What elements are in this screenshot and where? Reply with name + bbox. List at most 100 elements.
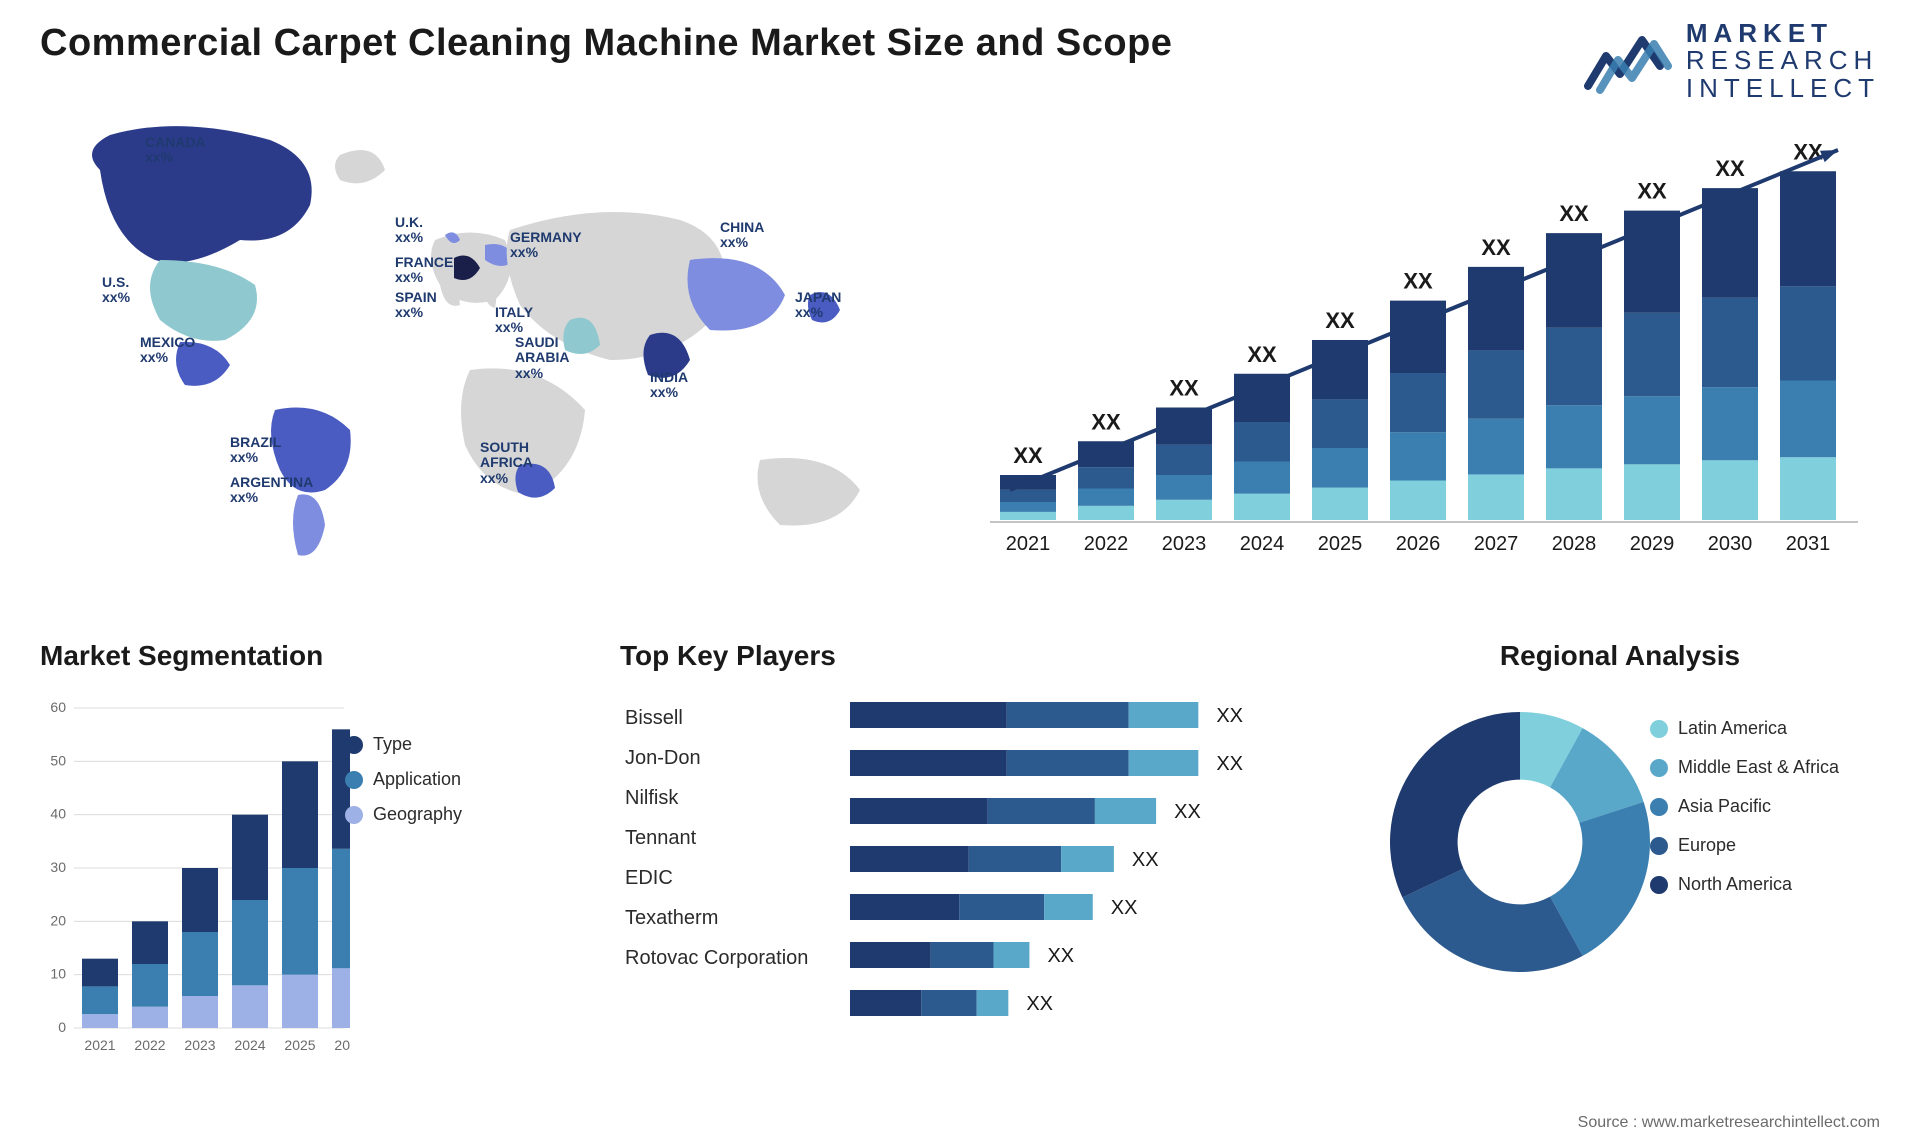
legend-swatch-icon <box>1650 759 1668 777</box>
svg-text:XX: XX <box>1026 993 1053 1015</box>
legend-label: Geography <box>373 804 462 825</box>
legend-item: Asia Pacific <box>1650 796 1890 817</box>
player-name: Tennant <box>625 826 835 850</box>
legend-swatch-icon <box>1650 837 1668 855</box>
legend-item: Europe <box>1650 835 1890 856</box>
legend-label: Europe <box>1678 835 1736 856</box>
svg-text:XX: XX <box>1174 801 1201 823</box>
svg-text:2026: 2026 <box>334 1037 350 1053</box>
legend-label: Middle East & Africa <box>1678 757 1839 778</box>
map-label: SPAINxx% <box>395 290 437 321</box>
world-map: CANADAxx% U.S.xx% MEXICOxx% BRAZILxx% ARGENT… <box>40 110 960 580</box>
svg-text:XX: XX <box>1325 308 1355 333</box>
svg-text:2028: 2028 <box>1552 533 1597 555</box>
legend-label: Application <box>373 769 461 790</box>
svg-text:XX: XX <box>1559 201 1589 226</box>
svg-text:30: 30 <box>50 859 66 875</box>
legend-item: Application <box>345 769 545 790</box>
key-players-title: Top Key Players <box>620 640 1380 672</box>
logo-text: MARKET RESEARCH INTELLECT <box>1686 20 1880 102</box>
player-name: Nilfisk <box>625 786 835 810</box>
svg-text:20: 20 <box>50 912 66 928</box>
svg-text:2024: 2024 <box>234 1037 265 1053</box>
svg-text:2022: 2022 <box>134 1037 165 1053</box>
svg-text:2024: 2024 <box>1240 533 1285 555</box>
svg-text:2027: 2027 <box>1474 533 1519 555</box>
legend-swatch-icon <box>345 771 363 789</box>
map-label: ARGENTINAxx% <box>230 475 313 506</box>
svg-text:2029: 2029 <box>1630 533 1675 555</box>
svg-text:2022: 2022 <box>1084 533 1129 555</box>
svg-text:XX: XX <box>1403 269 1433 294</box>
svg-text:XX: XX <box>1247 342 1277 367</box>
svg-text:2030: 2030 <box>1708 533 1753 555</box>
svg-text:2031: 2031 <box>1786 533 1831 555</box>
map-label: U.K.xx% <box>395 215 423 246</box>
player-name: EDIC <box>625 866 835 890</box>
map-label: U.S.xx% <box>102 275 130 306</box>
page-root: Commercial Carpet Cleaning Machine Marke… <box>0 0 1920 1146</box>
svg-text:XX: XX <box>1111 897 1138 919</box>
key-players-chart-svg: XXXXXXXXXXXXXX <box>850 690 1330 1070</box>
legend-swatch-icon <box>345 806 363 824</box>
legend-label: North America <box>1678 874 1792 895</box>
svg-text:60: 60 <box>50 699 66 715</box>
map-label: CHINAxx% <box>720 220 764 251</box>
logo-mark-icon <box>1584 26 1672 96</box>
regional-title: Regional Analysis <box>1350 640 1890 672</box>
svg-text:XX: XX <box>1216 753 1243 775</box>
svg-text:XX: XX <box>1091 409 1121 434</box>
key-players-chart: XXXXXXXXXXXXXX <box>850 690 1330 1070</box>
svg-text:XX: XX <box>1132 849 1159 871</box>
map-label: GERMANYxx% <box>510 230 582 261</box>
regional-donut-svg <box>1370 692 1670 992</box>
logo-line3: INTELLECT <box>1686 75 1880 102</box>
svg-text:40: 40 <box>50 806 66 822</box>
regional-legend: Latin America Middle East & Africa Asia Pa… <box>1650 700 1890 913</box>
map-label: FRANCExx% <box>395 255 453 286</box>
map-label: SAUDIARABIAxx% <box>515 335 569 381</box>
legend-label: Type <box>373 734 412 755</box>
legend-swatch-icon <box>1650 876 1668 894</box>
legend-swatch-icon <box>1650 720 1668 738</box>
legend-item: Latin America <box>1650 718 1890 739</box>
segmentation-chart-svg: 0102030405060202120222023202420252026 <box>40 678 350 1058</box>
player-name: Rotovac Corporation <box>625 946 835 970</box>
map-label: ITALYxx% <box>495 305 533 336</box>
map-label: BRAZILxx% <box>230 435 281 466</box>
svg-text:10: 10 <box>50 966 66 982</box>
legend-item: Type <box>345 734 545 755</box>
svg-text:2021: 2021 <box>84 1037 115 1053</box>
svg-text:XX: XX <box>1013 443 1043 468</box>
player-name: Bissell <box>625 706 835 730</box>
svg-text:2026: 2026 <box>1396 533 1441 555</box>
svg-text:2025: 2025 <box>1318 533 1363 555</box>
svg-text:XX: XX <box>1481 235 1511 260</box>
segmentation-title: Market Segmentation <box>40 640 560 672</box>
legend-item: Geography <box>345 804 545 825</box>
growth-chart: XX2021XX2022XX2023XX2024XX2025XX2026XX20… <box>990 120 1870 580</box>
svg-text:50: 50 <box>50 752 66 768</box>
map-label: CANADAxx% <box>145 135 206 166</box>
logo-line2: RESEARCH <box>1686 47 1880 74</box>
player-name: Texatherm <box>625 906 835 930</box>
map-label: JAPANxx% <box>795 290 841 321</box>
svg-text:0: 0 <box>58 1019 66 1035</box>
svg-text:XX: XX <box>1169 376 1199 401</box>
page-title: Commercial Carpet Cleaning Machine Marke… <box>40 22 1172 65</box>
player-name: Jon-Don <box>625 746 835 770</box>
svg-text:2023: 2023 <box>184 1037 215 1053</box>
legend-label: Asia Pacific <box>1678 796 1771 817</box>
map-label: SOUTHAFRICAxx% <box>480 440 533 486</box>
legend-label: Latin America <box>1678 718 1787 739</box>
map-label: MEXICOxx% <box>140 335 195 366</box>
segmentation-panel: Market Segmentation 0 10 20 30 40 50 60 2021 202… <box>40 640 560 1100</box>
map-label: INDIAxx% <box>650 370 688 401</box>
svg-text:XX: XX <box>1637 179 1667 204</box>
svg-text:XX: XX <box>1047 945 1074 967</box>
logo-line1: MARKET <box>1686 20 1880 47</box>
growth-chart-svg: XX2021XX2022XX2023XX2024XX2025XX2026XX20… <box>990 120 1870 580</box>
legend-swatch-icon <box>1650 798 1668 816</box>
segmentation-legend: Type Application Geography <box>345 720 545 839</box>
legend-item: North America <box>1650 874 1890 895</box>
